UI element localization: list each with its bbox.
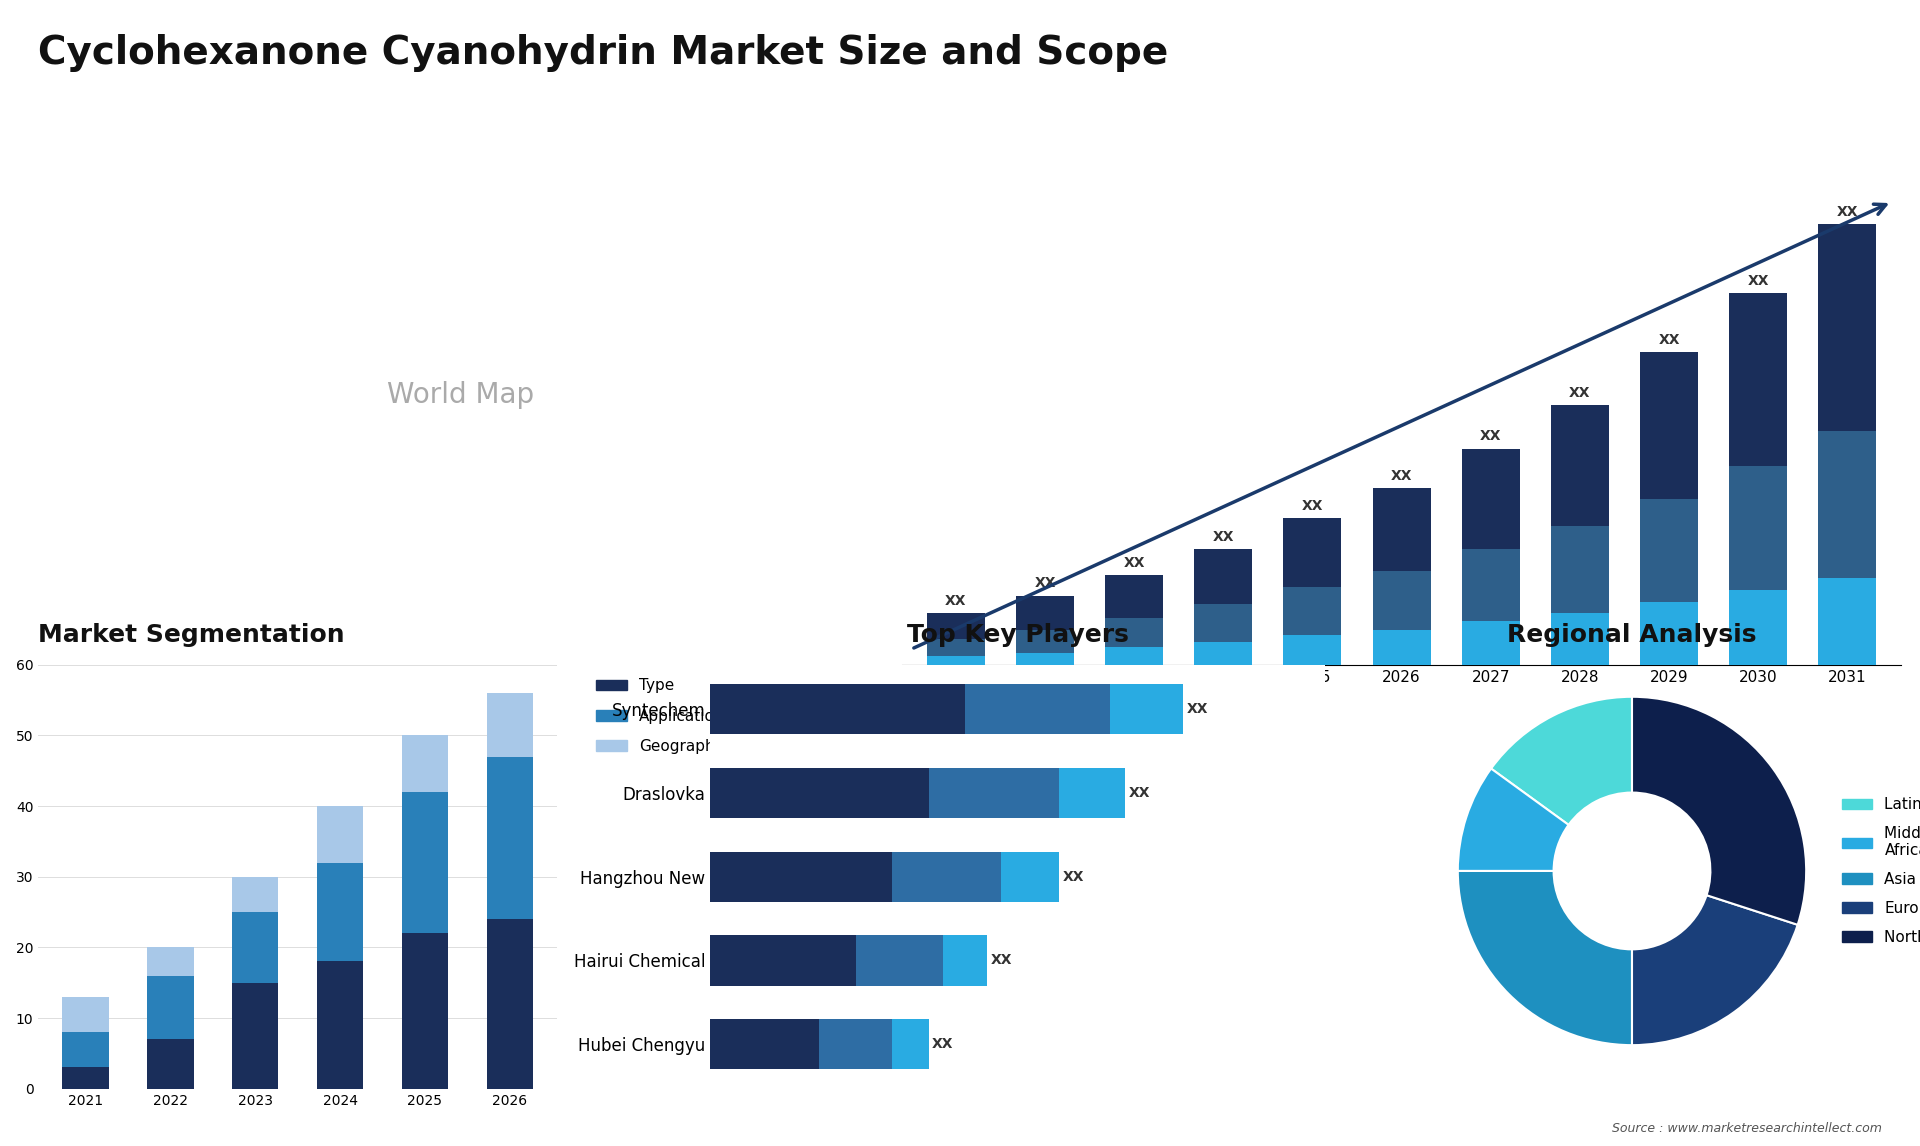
Bar (1016, 652, 1073, 665)
Text: Regional Analysis: Regional Analysis (1507, 623, 1757, 647)
Bar (317, 961, 363, 1089)
Bar (1373, 630, 1430, 665)
Bar (1283, 635, 1342, 665)
Legend: Latin America, Middle East &
Africa, Asia Pacific, Europe, North America: Latin America, Middle East & Africa, Asi… (1836, 791, 1920, 951)
Text: XX: XX (1659, 332, 1680, 346)
Bar (710, 851, 893, 902)
Text: XX: XX (1480, 430, 1501, 444)
Bar (1106, 618, 1164, 647)
Text: XX: XX (1129, 786, 1150, 800)
Text: XX: XX (1213, 529, 1235, 543)
Bar (929, 768, 1060, 818)
Bar (1730, 293, 1788, 466)
Bar (232, 982, 278, 1089)
Wedge shape (1457, 769, 1569, 871)
Bar (317, 863, 363, 961)
Bar (1640, 499, 1697, 603)
Bar (61, 1033, 109, 1068)
Legend: Type, Application, Geography: Type, Application, Geography (589, 673, 732, 760)
Wedge shape (1492, 697, 1632, 825)
Bar (927, 656, 985, 665)
Bar (1000, 851, 1060, 902)
Bar (1283, 518, 1342, 587)
Bar (1194, 642, 1252, 665)
Bar (1373, 488, 1430, 572)
Bar (146, 975, 194, 1039)
Bar (1640, 352, 1697, 499)
Bar (1461, 549, 1521, 621)
Bar (966, 684, 1110, 735)
Text: XX: XX (1035, 576, 1056, 590)
Bar (486, 919, 534, 1089)
Bar (1283, 587, 1342, 635)
Text: XX: XX (1187, 702, 1208, 716)
Bar (1106, 647, 1164, 665)
Bar (1194, 604, 1252, 642)
Text: XX: XX (945, 594, 966, 607)
Bar (710, 935, 856, 986)
Bar (146, 948, 194, 975)
Bar (1551, 526, 1609, 613)
Bar (1640, 603, 1697, 665)
Wedge shape (1457, 871, 1632, 1045)
Wedge shape (1632, 895, 1797, 1045)
Bar (710, 768, 929, 818)
Text: XX: XX (1569, 386, 1590, 400)
Bar (1016, 630, 1073, 652)
Text: Source : www.marketresearchintellect.com: Source : www.marketresearchintellect.com (1611, 1122, 1882, 1135)
Bar (710, 684, 966, 735)
Bar (1818, 223, 1876, 431)
Bar (232, 877, 278, 912)
Bar (486, 756, 534, 919)
Bar (1461, 621, 1521, 665)
Bar (1060, 768, 1125, 818)
Bar (1461, 448, 1521, 549)
Bar (943, 935, 987, 986)
Bar (61, 997, 109, 1033)
Text: XX: XX (933, 1037, 954, 1051)
Bar (1730, 590, 1788, 665)
Text: XX: XX (1064, 870, 1085, 884)
Bar (401, 792, 449, 933)
Bar (1551, 406, 1609, 526)
Bar (710, 1019, 820, 1069)
Bar (1016, 596, 1073, 630)
Bar (927, 638, 985, 656)
Text: XX: XX (1837, 205, 1859, 219)
Bar (893, 851, 1000, 902)
Bar (927, 613, 985, 638)
Bar (1106, 575, 1164, 618)
Bar (1551, 613, 1609, 665)
Bar (317, 806, 363, 863)
Bar (1194, 549, 1252, 604)
Bar (1730, 466, 1788, 590)
Bar (232, 912, 278, 982)
Bar (61, 1068, 109, 1089)
Text: Top Key Players: Top Key Players (906, 623, 1129, 647)
Bar (146, 1039, 194, 1089)
Bar (820, 1019, 893, 1069)
Bar (401, 736, 449, 792)
Text: Cyclohexanone Cyanohydrin Market Size and Scope: Cyclohexanone Cyanohydrin Market Size an… (38, 34, 1169, 72)
Bar (893, 1019, 929, 1069)
Bar (1818, 431, 1876, 579)
Text: World Map: World Map (388, 382, 534, 409)
Text: XX: XX (1747, 274, 1768, 288)
Text: XX: XX (991, 953, 1012, 967)
Bar (1818, 579, 1876, 665)
Bar (856, 935, 943, 986)
Bar (1373, 572, 1430, 630)
Bar (401, 933, 449, 1089)
Bar (1110, 684, 1183, 735)
Text: XX: XX (1390, 469, 1413, 484)
Text: Market Segmentation: Market Segmentation (38, 623, 346, 647)
Bar (486, 693, 534, 756)
Text: XX: XX (1302, 499, 1323, 512)
Text: XX: XX (1123, 556, 1144, 570)
Wedge shape (1632, 697, 1807, 925)
